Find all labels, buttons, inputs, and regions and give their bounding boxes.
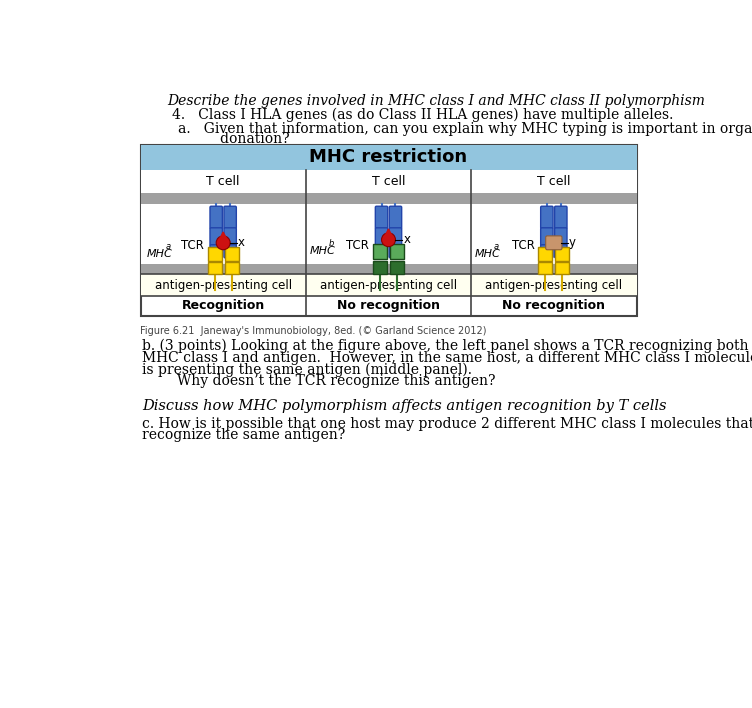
FancyBboxPatch shape	[210, 206, 223, 229]
FancyBboxPatch shape	[390, 228, 402, 246]
Text: x: x	[238, 236, 245, 249]
Bar	[472, 193, 636, 203]
Bar	[141, 263, 306, 275]
FancyBboxPatch shape	[390, 206, 402, 229]
Bar	[225, 246, 238, 261]
Circle shape	[216, 236, 230, 250]
Text: TCR: TCR	[181, 239, 204, 252]
Bar	[390, 244, 404, 259]
Bar	[556, 262, 569, 275]
FancyBboxPatch shape	[541, 228, 553, 246]
Text: Why doesn’t the TCR recognize this antigen?: Why doesn’t the TCR recognize this antig…	[142, 374, 496, 388]
Text: b. (3 points) Looking at the figure above, the left panel shows a TCR recognizin: b. (3 points) Looking at the figure abov…	[142, 339, 748, 353]
Polygon shape	[384, 229, 393, 236]
FancyBboxPatch shape	[375, 245, 388, 258]
Bar	[556, 246, 569, 261]
Text: a: a	[165, 241, 171, 251]
Text: T cell: T cell	[371, 175, 405, 188]
Bar	[472, 275, 636, 296]
Text: a: a	[493, 241, 499, 251]
FancyBboxPatch shape	[224, 206, 236, 229]
Text: x: x	[403, 233, 411, 246]
Text: MHC class I and antigen.  However, in the same host, a different MHC class I mol: MHC class I and antigen. However, in the…	[142, 350, 752, 365]
Text: TCR: TCR	[511, 239, 535, 252]
Bar	[141, 203, 306, 263]
Text: c. How is it possible that one host may produce 2 different MHC class I molecule: c. How is it possible that one host may …	[142, 417, 752, 431]
Text: antigen-presenting cell: antigen-presenting cell	[320, 279, 457, 292]
Text: MHC restriction: MHC restriction	[309, 149, 468, 166]
FancyBboxPatch shape	[546, 236, 562, 250]
Text: TCR: TCR	[346, 239, 369, 252]
Bar	[306, 203, 472, 263]
Text: MHC: MHC	[475, 249, 501, 258]
Text: MHC: MHC	[310, 246, 335, 256]
Text: No recognition: No recognition	[502, 299, 605, 312]
Circle shape	[381, 233, 396, 246]
Text: T cell: T cell	[537, 175, 571, 188]
Bar	[306, 193, 472, 203]
FancyBboxPatch shape	[210, 245, 223, 258]
Bar	[141, 170, 306, 193]
FancyBboxPatch shape	[541, 206, 553, 229]
FancyBboxPatch shape	[224, 228, 236, 246]
Text: recognize the same antigen?: recognize the same antigen?	[142, 428, 345, 442]
Bar	[225, 262, 238, 275]
FancyBboxPatch shape	[541, 245, 553, 258]
Text: y: y	[569, 236, 576, 249]
Text: 4.   Class I HLA genes (as do Class II HLA genes) have multiple alleles.: 4. Class I HLA genes (as do Class II HLA…	[171, 108, 673, 122]
Bar	[472, 203, 636, 263]
Bar	[373, 261, 387, 275]
Text: Figure 6.21  Janeway's Immunobiology, 8ed. (© Garland Science 2012): Figure 6.21 Janeway's Immunobiology, 8ed…	[141, 326, 487, 336]
Bar	[208, 262, 222, 275]
Text: MHC: MHC	[147, 249, 172, 258]
FancyBboxPatch shape	[210, 228, 223, 246]
Text: is presenting the same antigen (middle panel).: is presenting the same antigen (middle p…	[142, 362, 472, 377]
Text: Describe the genes involved in MHC class I and MHC class II polymorphism: Describe the genes involved in MHC class…	[168, 94, 705, 108]
Bar	[306, 170, 472, 193]
Bar	[141, 145, 636, 170]
Bar	[390, 261, 404, 275]
FancyBboxPatch shape	[224, 245, 236, 258]
Text: No recognition: No recognition	[337, 299, 440, 312]
FancyBboxPatch shape	[375, 228, 388, 246]
Bar	[373, 244, 387, 259]
Bar	[141, 145, 636, 316]
FancyBboxPatch shape	[375, 206, 388, 229]
Text: antigen-presenting cell: antigen-presenting cell	[155, 279, 292, 292]
Text: donation?: donation?	[186, 132, 290, 146]
Polygon shape	[220, 232, 227, 240]
Text: T cell: T cell	[206, 175, 240, 188]
Text: antigen-presenting cell: antigen-presenting cell	[485, 279, 623, 292]
FancyBboxPatch shape	[555, 228, 567, 246]
Text: a.   Given that information, can you explain why MHC typing is important in orga: a. Given that information, can you expla…	[177, 122, 752, 136]
Bar	[141, 193, 306, 203]
Bar	[538, 246, 552, 261]
Bar	[208, 246, 222, 261]
FancyBboxPatch shape	[390, 245, 402, 258]
Bar	[306, 275, 472, 296]
FancyBboxPatch shape	[555, 245, 567, 258]
Text: Recognition: Recognition	[181, 299, 265, 312]
Bar	[538, 262, 552, 275]
Text: Discuss how MHC polymorphism affects antigen recognition by T cells: Discuss how MHC polymorphism affects ant…	[142, 399, 666, 413]
Bar	[141, 275, 306, 296]
FancyBboxPatch shape	[555, 206, 567, 229]
Text: b: b	[329, 239, 334, 249]
Bar	[306, 263, 472, 275]
Bar	[472, 170, 636, 193]
Bar	[472, 263, 636, 275]
